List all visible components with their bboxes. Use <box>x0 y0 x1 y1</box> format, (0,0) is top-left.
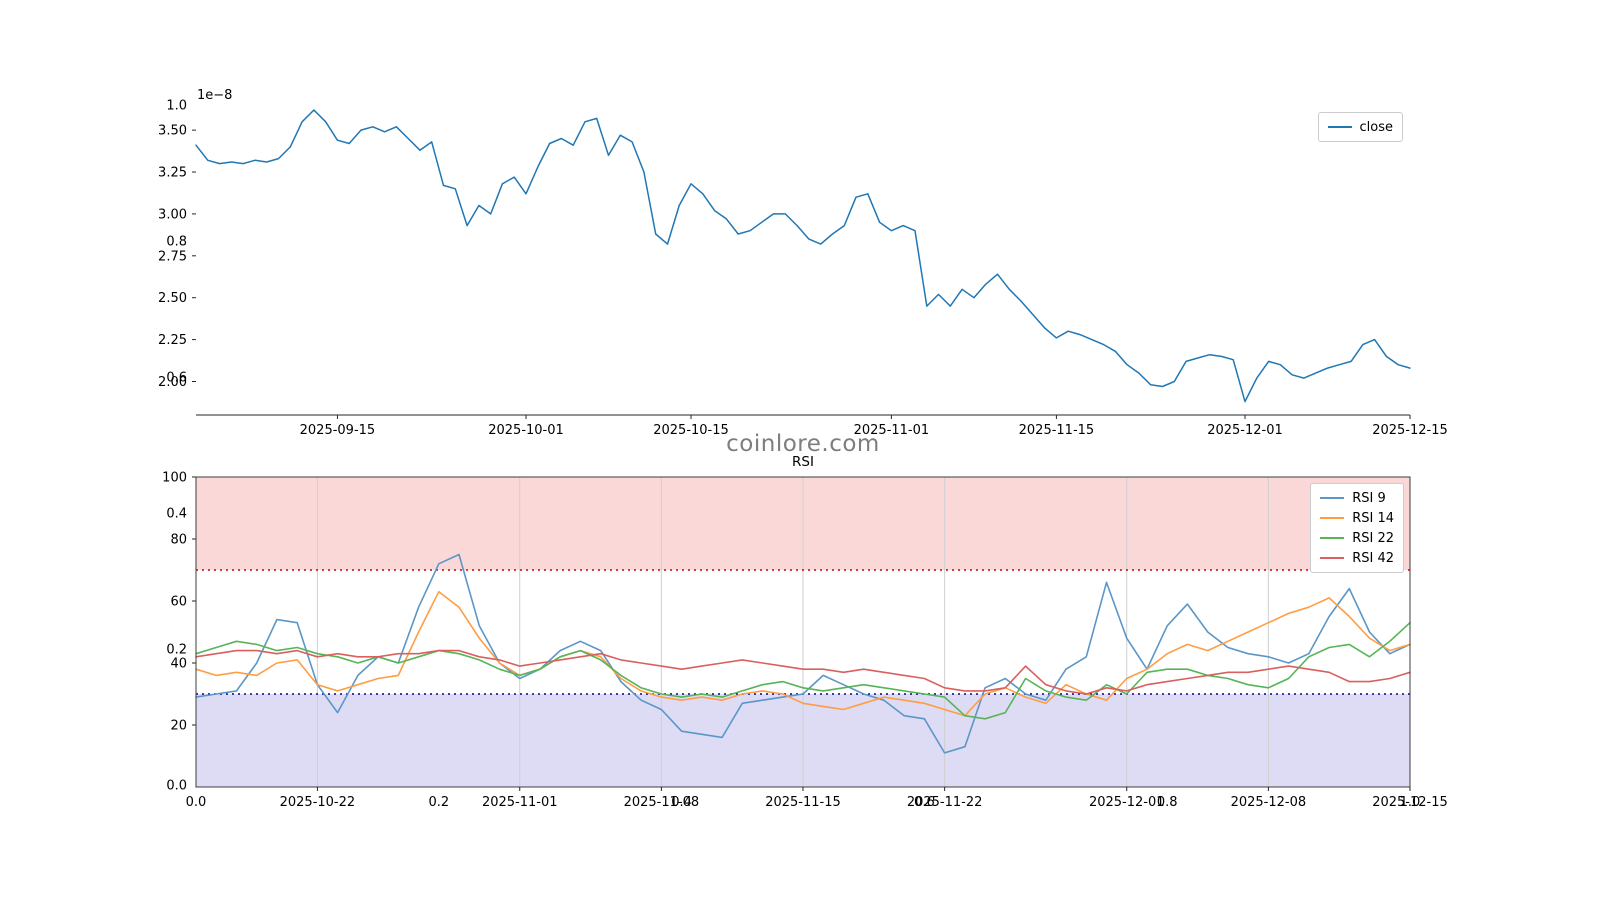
svg-text:0.0: 0.0 <box>166 779 187 794</box>
svg-text:0.2: 0.2 <box>166 643 187 658</box>
svg-text:0.8: 0.8 <box>1157 795 1178 810</box>
svg-text:2025-11-15: 2025-11-15 <box>1019 423 1095 438</box>
svg-text:2025-11-01: 2025-11-01 <box>482 795 558 810</box>
svg-text:2025-12-08: 2025-12-08 <box>1231 795 1307 810</box>
svg-text:2025-11-01: 2025-11-01 <box>854 423 930 438</box>
svg-text:20: 20 <box>170 719 187 734</box>
svg-text:60: 60 <box>170 595 187 610</box>
rsi9-line-swatch <box>1320 497 1345 499</box>
rsi-legend-entry-rsi22: RSI 22 <box>1320 528 1394 548</box>
svg-text:80: 80 <box>170 533 187 548</box>
rsi9-legend-label: RSI 9 <box>1352 490 1386 506</box>
svg-text:1.0: 1.0 <box>1400 795 1421 810</box>
rsi14-line-swatch <box>1320 517 1345 519</box>
svg-text:2.00: 2.00 <box>158 375 187 390</box>
rsi42-legend-label: RSI 42 <box>1352 550 1394 566</box>
rsi14-legend-label: RSI 14 <box>1352 510 1394 526</box>
svg-text:2.50: 2.50 <box>158 291 187 306</box>
svg-text:3.50: 3.50 <box>158 124 187 139</box>
rsi-legend: RSI 9 RSI 14 RSI 22 RSI 42 <box>1310 483 1404 573</box>
svg-text:2025-10-15: 2025-10-15 <box>653 423 729 438</box>
svg-text:3.00: 3.00 <box>158 207 187 222</box>
svg-text:2025-11-08: 2025-11-08 <box>624 795 700 810</box>
svg-text:0.6: 0.6 <box>166 371 187 386</box>
svg-text:2025-11-15: 2025-11-15 <box>765 795 841 810</box>
svg-text:2.75: 2.75 <box>158 249 187 264</box>
svg-text:2025-12-15: 2025-12-15 <box>1372 795 1448 810</box>
svg-text:3.25: 3.25 <box>158 166 187 181</box>
rsi-legend-entry-rsi14: RSI 14 <box>1320 508 1394 528</box>
y-axis-offset-label: 1e−8 <box>197 88 233 103</box>
rsi22-line-swatch <box>1320 537 1345 539</box>
svg-text:2025-12-01: 2025-12-01 <box>1207 423 1283 438</box>
svg-text:0.2: 0.2 <box>428 795 449 810</box>
svg-text:2025-12-01: 2025-12-01 <box>1089 795 1165 810</box>
svg-text:0.4: 0.4 <box>671 795 692 810</box>
svg-text:1.0: 1.0 <box>166 99 187 114</box>
svg-text:100: 100 <box>162 471 187 486</box>
rsi-legend-entry-rsi42: RSI 42 <box>1320 548 1394 568</box>
svg-text:40: 40 <box>170 657 187 672</box>
svg-text:2.25: 2.25 <box>158 333 187 348</box>
rsi22-legend-label: RSI 22 <box>1352 530 1394 546</box>
svg-text:0.8: 0.8 <box>166 235 187 250</box>
rsi-panel-title: RSI <box>792 454 814 470</box>
svg-text:2025-11-22: 2025-11-22 <box>907 795 983 810</box>
price-legend: close <box>1317 112 1403 142</box>
svg-text:0.6: 0.6 <box>914 795 935 810</box>
svg-text:2025-10-01: 2025-10-01 <box>488 423 564 438</box>
svg-text:0.4: 0.4 <box>166 507 187 522</box>
svg-text:2025-09-15: 2025-09-15 <box>300 423 376 438</box>
svg-text:0.0: 0.0 <box>186 795 207 810</box>
watermark-text: coinlore.com <box>726 431 880 457</box>
close-line-swatch <box>1327 126 1352 128</box>
price-legend-entry-close: close <box>1327 117 1393 137</box>
rsi42-line-swatch <box>1320 557 1345 559</box>
rsi-legend-entry-rsi9: RSI 9 <box>1320 488 1394 508</box>
svg-text:2025-12-15: 2025-12-15 <box>1372 423 1448 438</box>
svg-text:2025-10-22: 2025-10-22 <box>280 795 356 810</box>
close-legend-label: close <box>1359 119 1393 135</box>
